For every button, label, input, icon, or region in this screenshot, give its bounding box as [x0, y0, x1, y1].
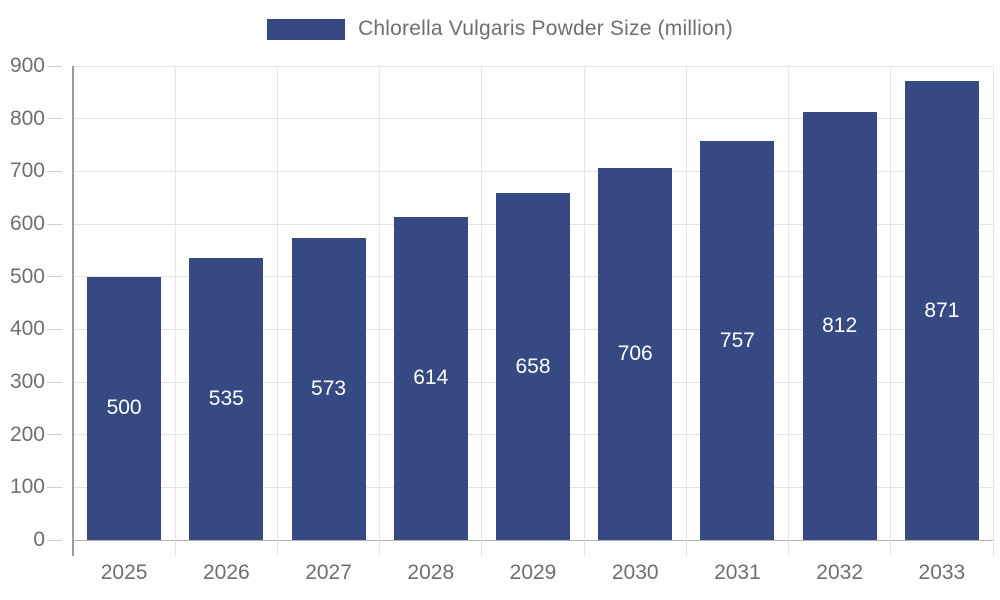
y-axis-tick-label: 700: [9, 159, 45, 183]
y-axis-tick-row: 200: [0, 421, 62, 449]
x-axis-tick-label: 2032: [816, 561, 864, 584]
y-axis-line: [72, 66, 74, 556]
y-axis-tick-row: 500: [0, 263, 62, 291]
gridline-v: [174, 66, 176, 556]
bar: 573: [291, 238, 366, 540]
y-axis-tick-row: 300: [0, 368, 62, 396]
gridline-h: [73, 118, 993, 120]
gridline-v: [481, 66, 483, 556]
bar: 500: [87, 276, 162, 540]
gridline-h: [73, 170, 993, 172]
x-axis-tick-label: 2028: [407, 561, 455, 584]
y-tick-mark: [47, 170, 62, 172]
y-axis-tick-label: 400: [9, 317, 45, 341]
x-axis-baseline: [73, 539, 993, 541]
bar-value-label: 871: [924, 298, 960, 322]
bar: 757: [700, 141, 775, 540]
bar: 871: [904, 81, 979, 540]
y-tick-mark: [47, 434, 62, 436]
y-axis-tick-row: 100: [0, 473, 62, 501]
x-axis-tick-label: 2027: [305, 561, 352, 584]
x-axis-tick-label: 2030: [611, 561, 659, 584]
y-axis-tick-label: 200: [9, 422, 45, 446]
x-axis-tick-label: 2033: [918, 561, 966, 584]
gridline-v: [276, 66, 278, 556]
y-axis-tick-row: 0: [0, 526, 62, 554]
gridline-v: [788, 66, 790, 556]
y-tick-mark: [47, 381, 62, 383]
bar-value-label: 812: [822, 314, 858, 338]
gridline-v: [685, 66, 687, 556]
y-tick-mark: [47, 328, 62, 330]
x-axis-tick-label: 2029: [509, 561, 557, 584]
bar-value-label: 500: [106, 396, 142, 420]
y-tick-mark: [47, 276, 62, 278]
y-axis-tick-label: 500: [9, 264, 45, 288]
y-axis-tick-label: 800: [9, 106, 45, 130]
y-tick-mark: [47, 486, 62, 488]
bar: 812: [802, 112, 877, 540]
bar-value-label: 757: [719, 328, 755, 352]
bar: 614: [393, 216, 468, 540]
y-axis-tick-row: 900: [0, 52, 62, 80]
x-axis-tick-label: 2025: [100, 561, 148, 584]
bar: 706: [598, 168, 673, 540]
y-tick-mark: [47, 65, 62, 67]
gridline-v: [583, 66, 585, 556]
legend-swatch: [267, 18, 346, 40]
gridline-v: [890, 66, 892, 556]
bar-value-label: 658: [515, 354, 551, 378]
x-axis-tick-label: 2026: [202, 561, 250, 584]
bar-value-label: 706: [617, 342, 653, 366]
bar: 535: [189, 258, 264, 540]
y-tick-mark: [47, 539, 62, 541]
gridline-v: [992, 66, 994, 556]
y-axis-tick-label: 100: [9, 475, 45, 499]
gridline-h: [73, 65, 993, 67]
y-tick-mark: [47, 118, 62, 120]
bar-value-label: 614: [413, 366, 449, 390]
y-tick-mark: [47, 223, 62, 225]
y-axis-tick-label: 600: [9, 212, 45, 235]
legend: Chlorella Vulgaris Powder Size (million): [0, 17, 1000, 41]
y-axis-tick-label: 900: [9, 54, 45, 77]
y-axis-tick-row: 400: [0, 315, 62, 343]
y-axis-tick-row: 800: [0, 105, 62, 133]
y-axis-tick-label: 300: [9, 370, 45, 393]
plot-area: 500 535 573 614 658 706 757 812 871: [72, 65, 994, 556]
y-axis: 0 100 200 300 400 500 600 700 800 900: [0, 54, 62, 551]
y-axis-tick-row: 600: [0, 210, 62, 238]
bar: 658: [496, 193, 570, 540]
gridline-v: [379, 66, 381, 556]
legend-label: Chlorella Vulgaris Powder Size (million): [358, 17, 733, 40]
y-axis-tick-label: 0: [33, 528, 45, 551]
bar-value-label: 573: [311, 377, 347, 401]
x-axis-tick-label: 2031: [714, 561, 761, 584]
y-axis-tick-row: 700: [0, 157, 62, 185]
bar-value-label: 535: [208, 387, 244, 411]
